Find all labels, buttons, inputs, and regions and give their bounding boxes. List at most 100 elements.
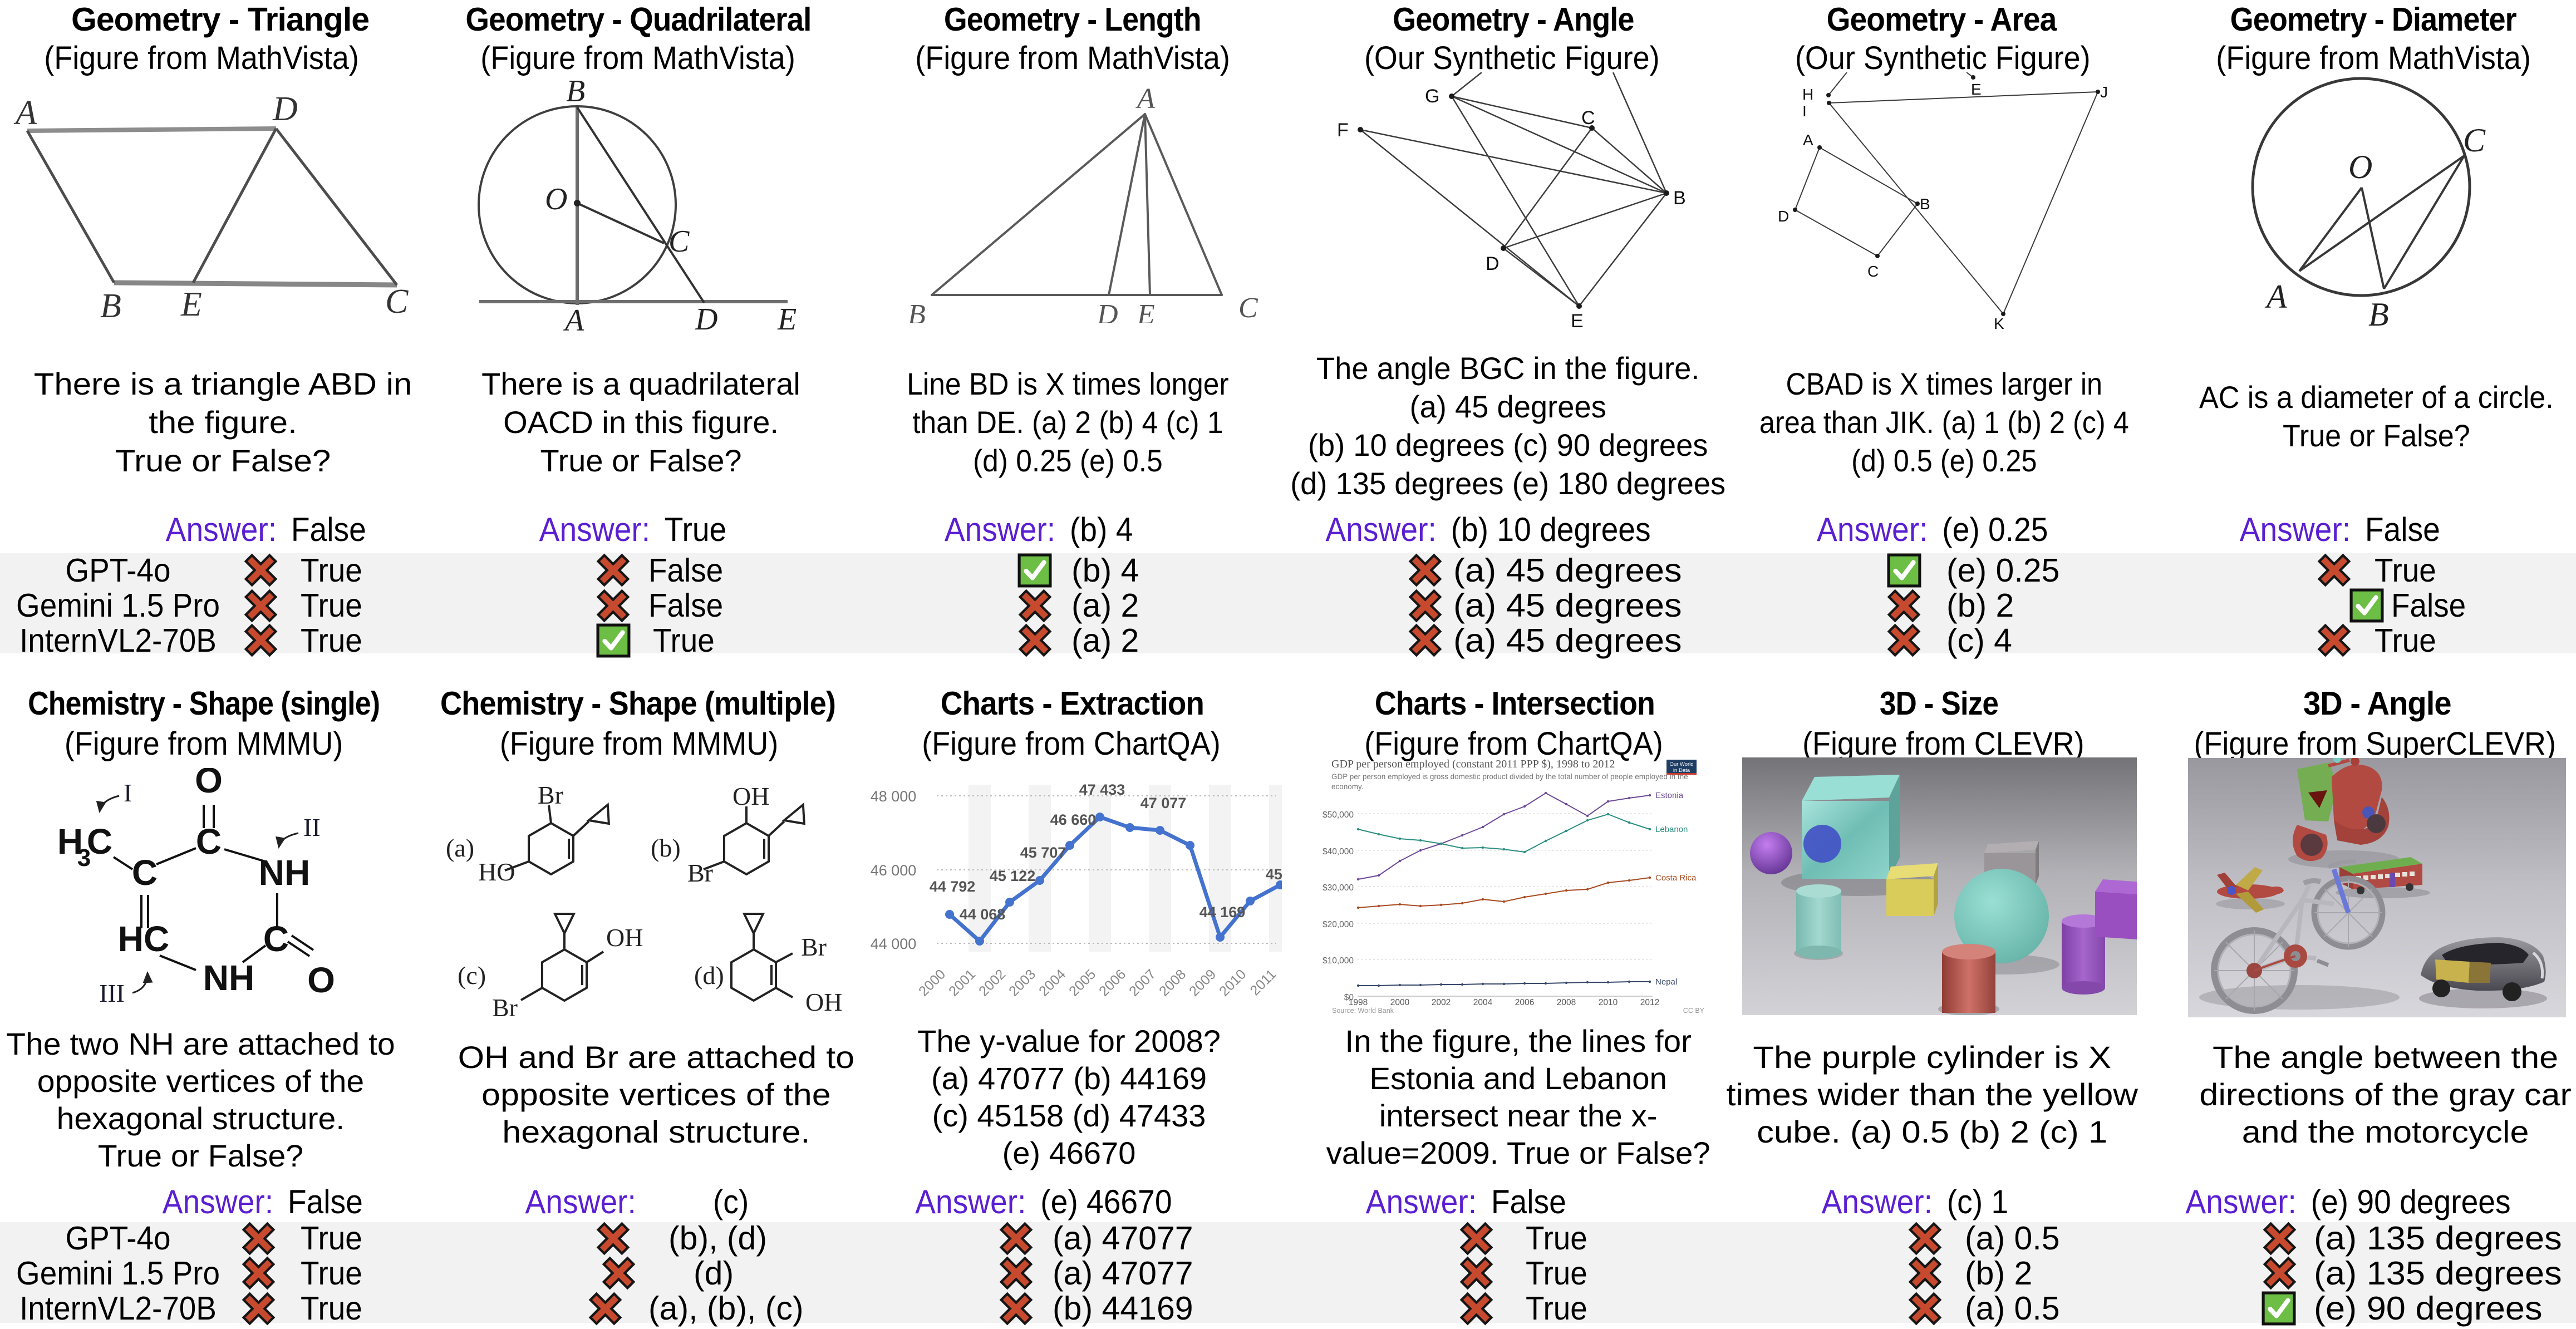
svg-text:C: C [87,821,112,862]
svg-text:Nepal: Nepal [1655,977,1677,987]
svg-text:Source: World Bank: Source: World Bank [1332,1007,1394,1015]
svg-text:B: B [1920,195,1930,213]
svg-text:Br: Br [687,859,713,887]
svg-text:2004: 2004 [1036,966,1069,999]
svg-text:O: O [545,182,567,216]
svg-text:Br: Br [492,993,518,1022]
svg-text:$40,000: $40,000 [1323,847,1354,857]
svg-text:D: D [272,90,298,128]
svg-text:2008: 2008 [1557,998,1576,1007]
svg-text:in Data: in Data [1673,767,1690,774]
svg-text:O: O [307,960,335,1000]
svg-text:economy.: economy. [1331,782,1364,791]
svg-text:OH: OH [733,782,769,810]
svg-text:Our World: Our World [1669,761,1693,767]
svg-text:B: B [566,74,585,109]
svg-text:2005: 2005 [1066,966,1099,999]
svg-text:O: O [2348,149,2372,185]
svg-text:III: III [99,979,125,1007]
svg-text:44 169: 44 169 [1199,904,1246,921]
svg-text:II: II [303,813,321,841]
svg-text:CC BY: CC BY [1683,1007,1705,1015]
svg-text:B: B [1673,188,1686,209]
svg-text:C: C [2463,122,2486,159]
svg-text:OH: OH [805,988,842,1016]
svg-text:D: D [1097,299,1118,323]
svg-text:H: H [1802,86,1813,103]
svg-text:1998: 1998 [1349,998,1368,1007]
svg-text:44 068: 44 068 [960,906,1006,923]
svg-text:B: B [908,299,926,323]
svg-text:2004: 2004 [1473,998,1493,1007]
svg-text:45 1: 45 1 [1266,866,1282,883]
svg-text:A: A [13,94,37,132]
svg-text:$30,000: $30,000 [1323,883,1354,893]
svg-text:(a): (a) [446,834,474,862]
svg-text:D: D [695,302,717,334]
svg-text:NH: NH [203,958,254,998]
svg-text:(c): (c) [458,961,486,990]
svg-text:2010: 2010 [1216,966,1249,999]
svg-text:2002: 2002 [1432,998,1451,1007]
svg-text:A: A [563,303,584,334]
svg-text:E: E [777,302,797,334]
svg-text:45 707: 45 707 [1020,844,1066,861]
svg-text:A: A [1135,83,1155,115]
svg-text:B: B [100,287,121,323]
svg-text:46 000: 46 000 [871,862,917,879]
svg-text:2009: 2009 [1186,966,1219,999]
svg-text:B: B [2368,296,2389,333]
svg-text:C: C [1238,292,1258,323]
svg-text:47 433: 47 433 [1079,781,1125,798]
svg-text:2010: 2010 [1599,998,1618,1007]
svg-text:J: J [2100,83,2108,101]
svg-text:HC: HC [118,919,169,959]
svg-text:K: K [1994,315,2004,332]
svg-text:45 122: 45 122 [990,868,1036,884]
svg-text:Costa Rica: Costa Rica [1655,873,1697,883]
svg-text:2002: 2002 [976,966,1009,999]
svg-text:C: C [132,853,158,893]
svg-text:2006: 2006 [1096,966,1129,999]
svg-text:C: C [668,224,690,259]
svg-text:44 792: 44 792 [930,878,976,895]
svg-text:I: I [124,779,132,807]
svg-text:HO: HO [478,858,515,886]
svg-text:OH: OH [606,923,643,952]
svg-text:$20,000: $20,000 [1323,920,1354,929]
svg-text:I: I [1802,102,1807,120]
svg-text:A: A [1803,131,1813,149]
svg-text:GDP per person employed is gro: GDP per person employed is gross domesti… [1331,772,1688,781]
svg-text:$50,000: $50,000 [1323,810,1354,820]
svg-text:2007: 2007 [1126,966,1159,999]
svg-text:44 000: 44 000 [871,936,917,952]
svg-text:2003: 2003 [1006,966,1039,999]
svg-text:Estonia: Estonia [1655,791,1684,800]
svg-text:C: C [196,821,222,862]
svg-text:(b): (b) [651,834,681,862]
svg-text:E: E [1571,311,1584,332]
svg-text:E: E [1971,81,1982,98]
svg-text:(d): (d) [694,961,724,990]
svg-text:GDP per person employed (const: GDP per person employed (constant 2011 P… [1331,758,1615,770]
svg-text:Lebanon: Lebanon [1655,825,1688,834]
svg-text:2000: 2000 [916,966,948,999]
svg-text:$10,000: $10,000 [1323,956,1354,966]
svg-text:47 077: 47 077 [1140,795,1187,811]
svg-text:A: A [2264,278,2287,315]
svg-text:NH: NH [259,853,310,893]
svg-text:C: C [1867,263,1879,280]
svg-text:C: C [1581,107,1595,129]
svg-text:$0: $0 [1344,993,1354,1002]
svg-text:Br: Br [801,933,827,961]
svg-text:Br: Br [538,781,563,809]
svg-text:E: E [180,286,202,323]
svg-text:E: E [1137,299,1155,323]
svg-text:D: D [1778,208,1789,225]
svg-text:2000: 2000 [1390,998,1410,1007]
svg-text:H: H [57,821,83,862]
svg-text:2011: 2011 [1247,966,1279,998]
svg-text:G: G [1425,86,1439,107]
svg-text:O: O [195,768,223,800]
svg-text:46 660: 46 660 [1050,811,1097,828]
